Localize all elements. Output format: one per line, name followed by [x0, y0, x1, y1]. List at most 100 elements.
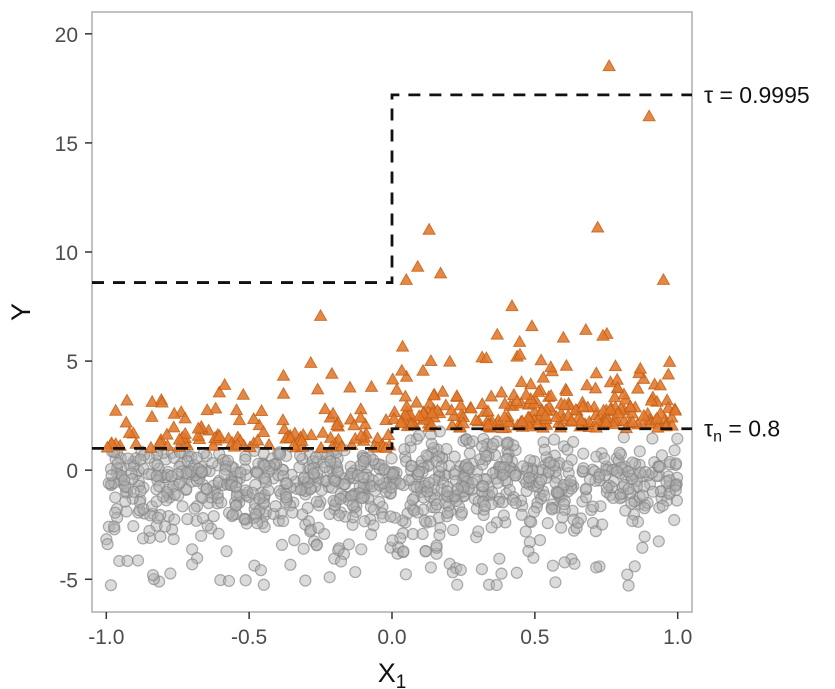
gray-point [146, 569, 160, 582]
gray-point [119, 495, 132, 508]
orange-point [399, 369, 414, 382]
gray-point [372, 473, 386, 486]
gray-point [613, 446, 626, 459]
orange-point [232, 413, 247, 426]
gray-point [596, 518, 609, 531]
y-tick-label: 20 [55, 24, 78, 47]
orange-point [599, 415, 614, 428]
orange-point [661, 367, 676, 380]
orange-point [505, 299, 519, 312]
gray-point [561, 443, 574, 456]
orange-point [576, 399, 590, 412]
orange-point [416, 363, 430, 376]
gray-point [249, 508, 262, 521]
gray-point [397, 545, 410, 558]
gray-point [226, 508, 239, 521]
gray-point [355, 543, 368, 556]
gray-point [212, 527, 225, 540]
gray-point [215, 496, 228, 509]
orange-point [564, 413, 579, 426]
gray-point [334, 555, 348, 568]
gray-point [168, 513, 181, 526]
gray-point [327, 494, 340, 507]
gray-point [357, 471, 370, 484]
gray-point [337, 547, 351, 561]
gray-point [180, 466, 193, 479]
orange-point [145, 409, 159, 422]
gray-point [509, 469, 522, 482]
orange-point [590, 220, 605, 233]
gray-point [546, 559, 559, 572]
x-tick-label: 1.0 [663, 626, 692, 649]
gray-point [239, 453, 252, 466]
x-tick-label: 0.5 [520, 626, 549, 649]
gray-point [417, 503, 430, 516]
gray-point [510, 566, 523, 579]
y-tick-label: 5 [66, 351, 78, 374]
orange-point [313, 308, 328, 321]
gray-point [519, 525, 532, 538]
orange-point [212, 428, 227, 441]
gray-point [522, 544, 535, 558]
gray-point [568, 557, 581, 570]
orange-point [519, 387, 533, 400]
gray-point [607, 491, 620, 505]
orange-point [633, 361, 648, 374]
gray-point [257, 578, 270, 591]
gray-point [127, 485, 140, 498]
gray-point [598, 452, 611, 465]
orange-point [636, 408, 651, 421]
x-tick-label: 0.0 [377, 626, 406, 649]
orange-point [444, 403, 459, 416]
orange-point [538, 408, 553, 421]
gray-point [561, 460, 574, 473]
gray-point [386, 534, 399, 547]
gray-point [622, 465, 635, 478]
orange-point [453, 398, 468, 411]
gray-point [535, 473, 548, 486]
gray-point [150, 495, 163, 508]
gray-point [307, 467, 320, 480]
gray-point [108, 520, 121, 533]
y-tick-label: 15 [55, 133, 78, 156]
orange-point [559, 358, 574, 371]
orange-point [607, 390, 622, 403]
orange-point [556, 330, 571, 343]
orange-point [435, 384, 450, 397]
orange-point [399, 272, 414, 285]
orange-point [387, 411, 401, 424]
gray-point [378, 463, 391, 476]
gray-point [324, 455, 337, 468]
gray-point [364, 528, 378, 541]
orange-point [603, 402, 618, 415]
orange-point [449, 389, 464, 402]
gray-point [297, 542, 310, 555]
gray-point [617, 431, 630, 444]
gray-point [188, 502, 201, 515]
gray-point [463, 447, 476, 460]
gray-point [490, 578, 503, 592]
gray-point [190, 514, 203, 527]
gray-point [251, 517, 264, 530]
gray-point [384, 510, 397, 523]
orange-point [385, 372, 400, 385]
gray-point [422, 476, 436, 489]
gray-point [668, 444, 681, 457]
gray-point [454, 563, 467, 577]
gray-point [475, 563, 488, 576]
gray-point [121, 452, 135, 465]
gray-point [636, 541, 649, 554]
y-tick-label: 10 [55, 242, 78, 265]
orange-point [608, 359, 623, 372]
orange-point [119, 415, 134, 428]
gray-point [273, 448, 287, 461]
gray-point [396, 514, 409, 527]
orange-point [294, 433, 309, 446]
gray-point [366, 453, 380, 467]
gray-point [105, 469, 118, 482]
gray-point [571, 516, 584, 529]
gray-point [646, 432, 659, 445]
orange-point [153, 435, 167, 448]
gray-point [325, 481, 339, 494]
